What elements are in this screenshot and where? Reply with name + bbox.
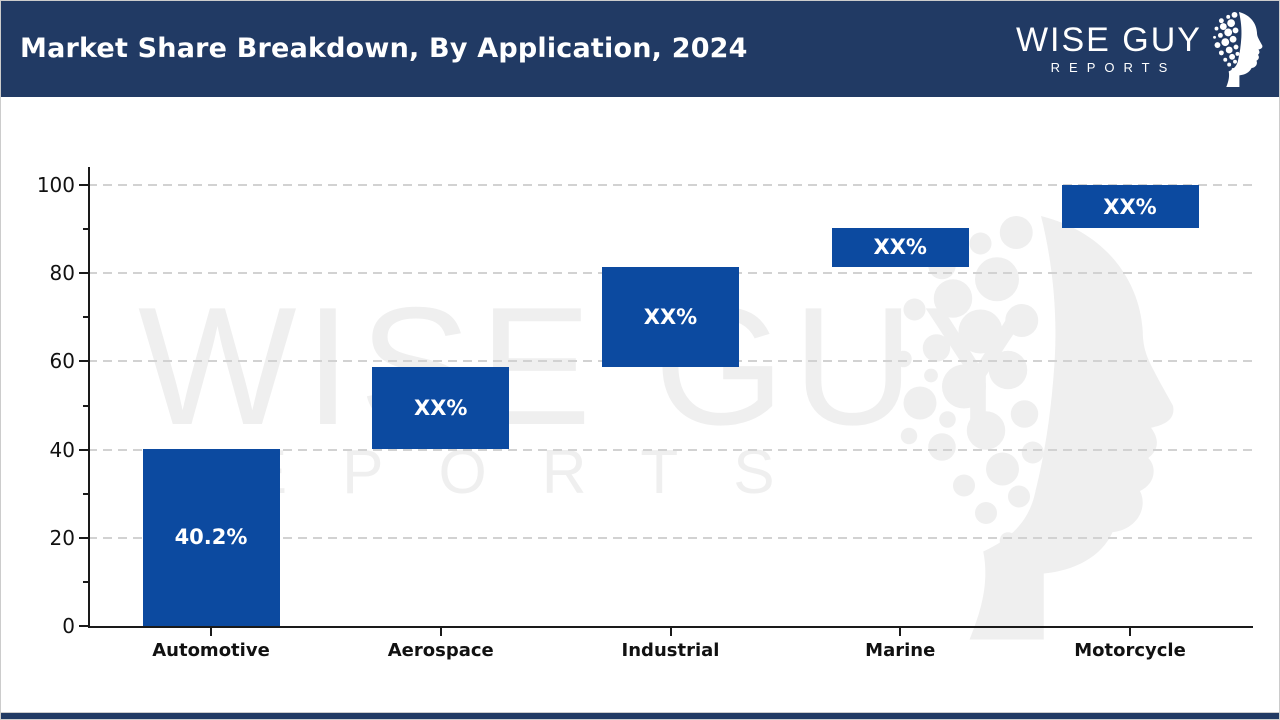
y-major-tick	[79, 625, 88, 627]
header-bar: Market Share Breakdown, By Application, …	[0, 0, 1280, 97]
bar-value-label: XX%	[1103, 194, 1157, 219]
bar-motorcycle: XX%	[1061, 185, 1199, 229]
grid-line	[88, 184, 1253, 186]
bar-value-label: 40.2%	[174, 525, 248, 550]
y-major-tick	[79, 272, 88, 275]
y-tick-label: 40	[49, 437, 75, 462]
brand-logo: WISE GUY REPORTS	[1016, 6, 1266, 92]
brand-subname: REPORTS	[1050, 59, 1177, 75]
y-tick-label: 100	[36, 173, 75, 197]
y-major-tick	[79, 536, 88, 539]
x-tick	[210, 628, 212, 636]
bar-value-label: XX%	[873, 235, 927, 260]
y-tick-label: 60	[49, 349, 75, 374]
y-minor-tick	[83, 316, 88, 319]
y-minor-tick	[83, 228, 88, 231]
brand-logo-text: WISE GUY REPORTS	[1015, 21, 1202, 75]
footer-bar	[0, 712, 1280, 720]
grid-line	[88, 448, 1253, 451]
y-major-tick	[79, 360, 88, 363]
brand-head-logo-icon	[1213, 11, 1263, 88]
x-tick	[1129, 628, 1131, 636]
y-axis-line	[88, 167, 90, 628]
brand-name: WISE GUY	[1015, 21, 1202, 60]
x-category-label-automotive: Automotive	[152, 640, 270, 661]
bar-aerospace: XX%	[372, 366, 510, 449]
bar-marine: XX%	[831, 228, 969, 267]
x-tick	[669, 628, 672, 636]
y-minor-tick	[83, 492, 88, 495]
bar-value-label: XX%	[414, 395, 468, 420]
x-tick	[439, 628, 442, 636]
x-category-label-industrial: Industrial	[621, 640, 720, 661]
y-minor-tick	[83, 404, 88, 407]
x-category-label-motorcycle: Motorcycle	[1074, 640, 1186, 661]
bar-industrial: XX%	[602, 266, 739, 367]
grid-line	[88, 536, 1253, 539]
chart-title: Market Share Breakdown, By Application, …	[20, 33, 748, 64]
y-tick-label: 0	[62, 614, 75, 638]
bar-automotive: 40.2%	[142, 448, 280, 626]
x-category-label-aerospace: Aerospace	[387, 640, 494, 661]
y-tick-label: 80	[49, 261, 75, 286]
y-minor-tick	[83, 580, 88, 583]
x-axis-line	[88, 626, 1253, 628]
y-major-tick	[79, 448, 88, 451]
y-tick-label: 20	[49, 525, 75, 550]
bar-value-label: XX%	[643, 304, 698, 329]
x-tick	[899, 628, 902, 636]
x-category-label-marine: Marine	[865, 640, 936, 661]
y-major-tick	[79, 184, 88, 186]
